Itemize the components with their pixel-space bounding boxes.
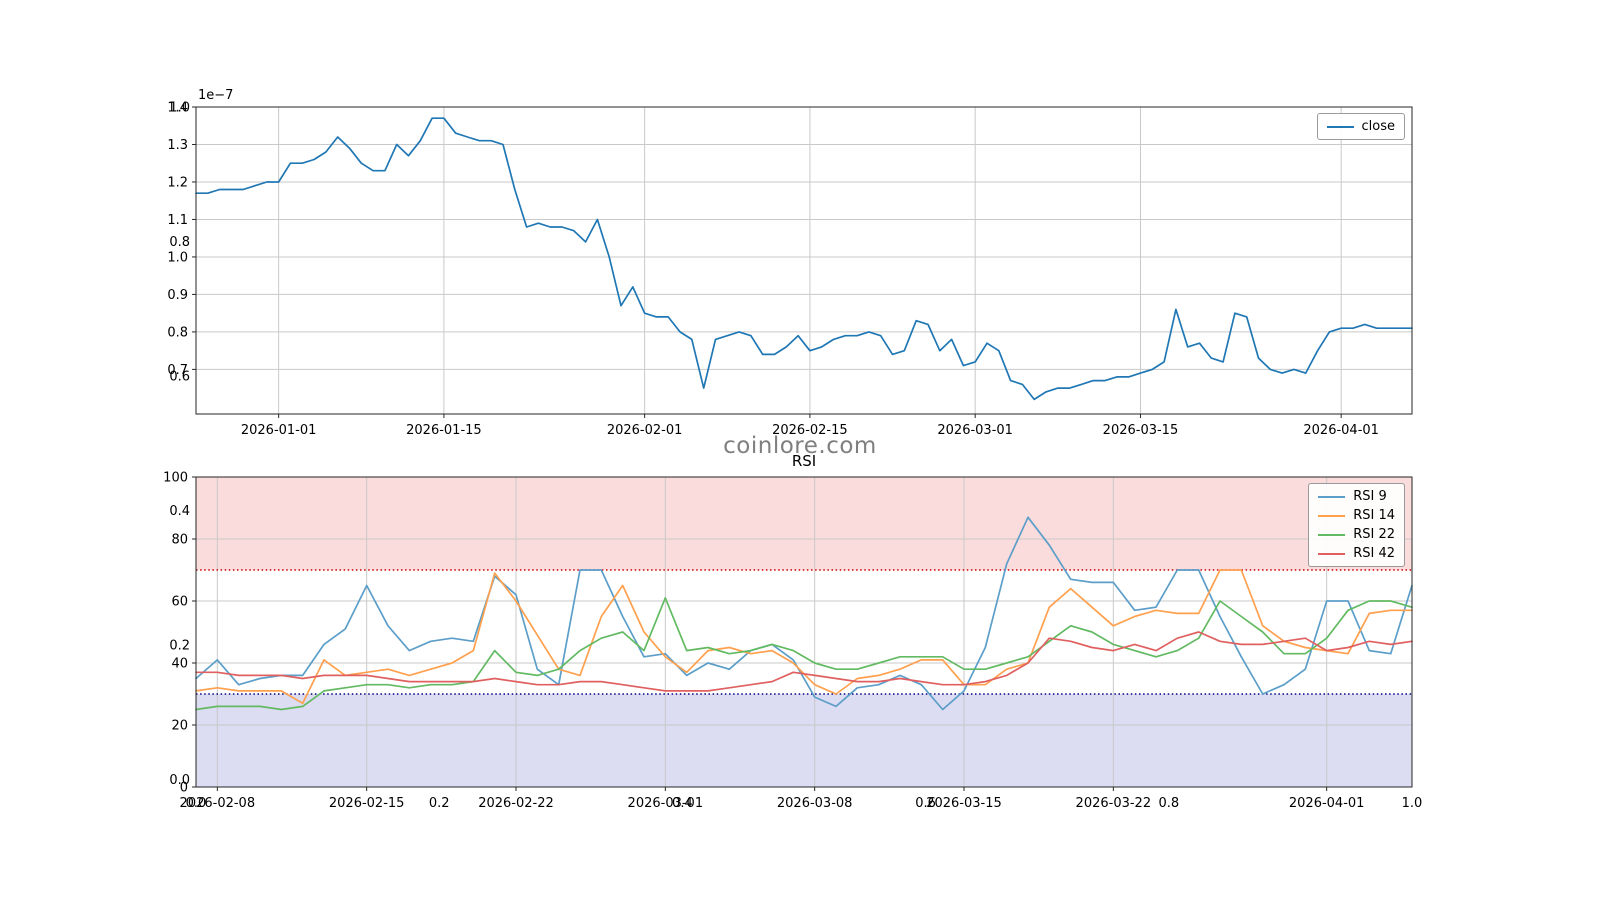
x-tick-label: 2026-02-22 xyxy=(478,796,554,811)
watermark: coinlore.com xyxy=(723,433,877,459)
y-tick-label: 60 xyxy=(171,595,188,610)
y-tick-label: 1.2 xyxy=(167,175,188,190)
legend-line-swatch xyxy=(1318,552,1346,555)
series-line-rsi-42 xyxy=(195,631,1413,692)
plot-border xyxy=(195,476,1413,788)
overlay-x-tick-label: 0.2 xyxy=(429,796,450,811)
band-overbought xyxy=(196,477,1412,570)
y-tick-label: 0.7 xyxy=(167,363,188,378)
rsi-legend: RSI 9 RSI 14 RSI 22 RSI 42 xyxy=(1308,483,1405,567)
overlay-x-tick-label: 0.4 xyxy=(672,796,693,811)
band-oversold xyxy=(196,694,1412,787)
x-tick-label: 2026-02-15 xyxy=(329,796,405,811)
x-tick-label: 2026-04-01 xyxy=(1289,796,1365,811)
legend-label: RSI 9 xyxy=(1353,489,1387,504)
overlay-x-tick-label: 0.8 xyxy=(1158,796,1179,811)
rsi-chart: 2026-02-08 2026-02-15 2026-02-22 2026-03-01… xyxy=(163,471,1413,811)
x-tick-label: 2026-01-01 xyxy=(241,423,317,438)
overlay-x-tick-label: 0.0 xyxy=(186,796,207,811)
x-tick-label: 2026-03-08 xyxy=(777,796,853,811)
x-tick-label: 2026-03-15 xyxy=(1103,423,1179,438)
legend-label: RSI 22 xyxy=(1353,527,1395,542)
legend-line-swatch xyxy=(1318,495,1346,498)
y-axis-offset-label: 1e−7 xyxy=(198,88,234,103)
y-tick-label: 20 xyxy=(171,719,188,734)
legend-line-swatch xyxy=(1326,125,1354,128)
series-line-rsi-14 xyxy=(195,569,1413,705)
legend-item-close: close xyxy=(1326,119,1395,134)
x-tick-label: 2026-03-01 xyxy=(628,796,704,811)
overlay-x-tick-label: 0.6 xyxy=(915,796,936,811)
overlay-x-tick-label: 1.0 xyxy=(1402,796,1423,811)
legend-line-swatch xyxy=(1318,533,1346,536)
x-tick-label: 2026-02-15 xyxy=(772,423,848,438)
overlay-y-tick-label: 0.6 xyxy=(169,370,190,385)
price-chart: 2026-01-01 2026-01-15 2026-02-01 2026-02-15… xyxy=(167,101,1413,438)
y-tick-label: 1.0 xyxy=(167,250,188,265)
y-tick-label: 0.8 xyxy=(167,325,188,340)
overlay-y-tick-label: 0.4 xyxy=(169,504,190,519)
x-tick-label: 2026-03-15 xyxy=(926,796,1002,811)
x-tick-label: 2026-02-08 xyxy=(180,796,256,811)
overlay-y-tick-label: 0.2 xyxy=(169,639,190,654)
y-tick-label: 1.4 xyxy=(167,101,188,116)
x-tick-label: 2026-04-01 xyxy=(1303,423,1379,438)
x-tick-label: 2026-03-01 xyxy=(937,423,1013,438)
rsi-chart-title: RSI xyxy=(791,452,817,470)
y-tick-label: 1.1 xyxy=(167,213,188,228)
y-tick-label: 40 xyxy=(171,657,188,672)
y-tick-label: 1.3 xyxy=(167,138,188,153)
legend-label: close xyxy=(1361,119,1395,134)
overlay-y-tick-label: 0.8 xyxy=(169,235,190,250)
price-legend: close xyxy=(1316,113,1405,140)
plot-border xyxy=(195,106,1413,415)
y-tick-label: 0 xyxy=(180,781,188,796)
y-tick-label: 100 xyxy=(163,471,188,486)
overlay-axis-labels: 1.00.80.60.40.20.00.0 0.2 0.4 0.6 0.8 1.0 xyxy=(169,101,1422,812)
overlay-y-tick-label: 0.0 xyxy=(169,773,190,788)
x-tick-label: 2026-01-15 xyxy=(406,423,482,438)
overlay-y-tick-label: 1.0 xyxy=(169,101,190,116)
x-tick-label: 2026-02-01 xyxy=(607,423,683,438)
x-tick-label: 2026-03-22 xyxy=(1076,796,1152,811)
series-line-close xyxy=(195,117,1413,401)
y-tick-label: 80 xyxy=(171,533,188,548)
legend-label: RSI 14 xyxy=(1353,508,1395,523)
series-line-rsi-22 xyxy=(195,597,1413,711)
legend-item-rsi-14: RSI 14 xyxy=(1318,508,1395,523)
legend-label: RSI 42 xyxy=(1353,546,1395,561)
legend-item-rsi-42: RSI 42 xyxy=(1318,546,1395,561)
legend-item-rsi-22: RSI 22 xyxy=(1318,527,1395,542)
legend-line-swatch xyxy=(1318,514,1346,517)
y-tick-label: 0.9 xyxy=(167,288,188,303)
legend-item-rsi-9: RSI 9 xyxy=(1318,489,1395,504)
